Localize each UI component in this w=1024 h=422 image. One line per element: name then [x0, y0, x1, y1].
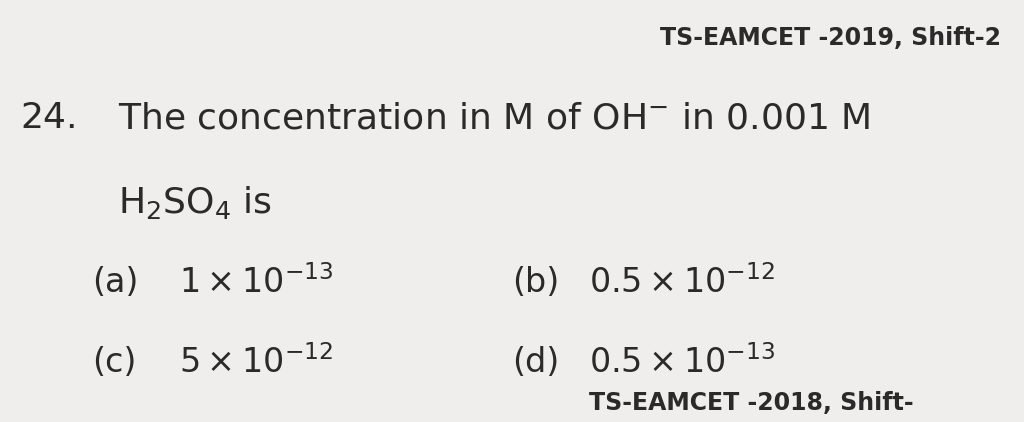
Text: $5 \times 10^{-12}$: $5 \times 10^{-12}$ — [179, 346, 333, 380]
Text: H$_{2}$SO$_{4}$ is: H$_{2}$SO$_{4}$ is — [118, 184, 271, 221]
Text: TS-EAMCET -2019, Shift-2: TS-EAMCET -2019, Shift-2 — [660, 26, 1001, 50]
Text: (a): (a) — [92, 266, 138, 299]
Text: (b): (b) — [512, 266, 559, 299]
Text: $0.5 \times 10^{-12}$: $0.5 \times 10^{-12}$ — [589, 265, 775, 300]
Text: 24.: 24. — [20, 101, 78, 135]
Text: (c): (c) — [92, 346, 136, 379]
Text: $0.5 \times 10^{-13}$: $0.5 \times 10^{-13}$ — [589, 346, 775, 380]
Text: TS-EAMCET -2018, Shift-: TS-EAMCET -2018, Shift- — [589, 391, 913, 415]
Text: (d): (d) — [512, 346, 559, 379]
Text: The concentration in M of OH$^{-}$ in 0.001 M: The concentration in M of OH$^{-}$ in 0.… — [118, 101, 870, 135]
Text: $1 \times 10^{-13}$: $1 \times 10^{-13}$ — [179, 265, 334, 300]
